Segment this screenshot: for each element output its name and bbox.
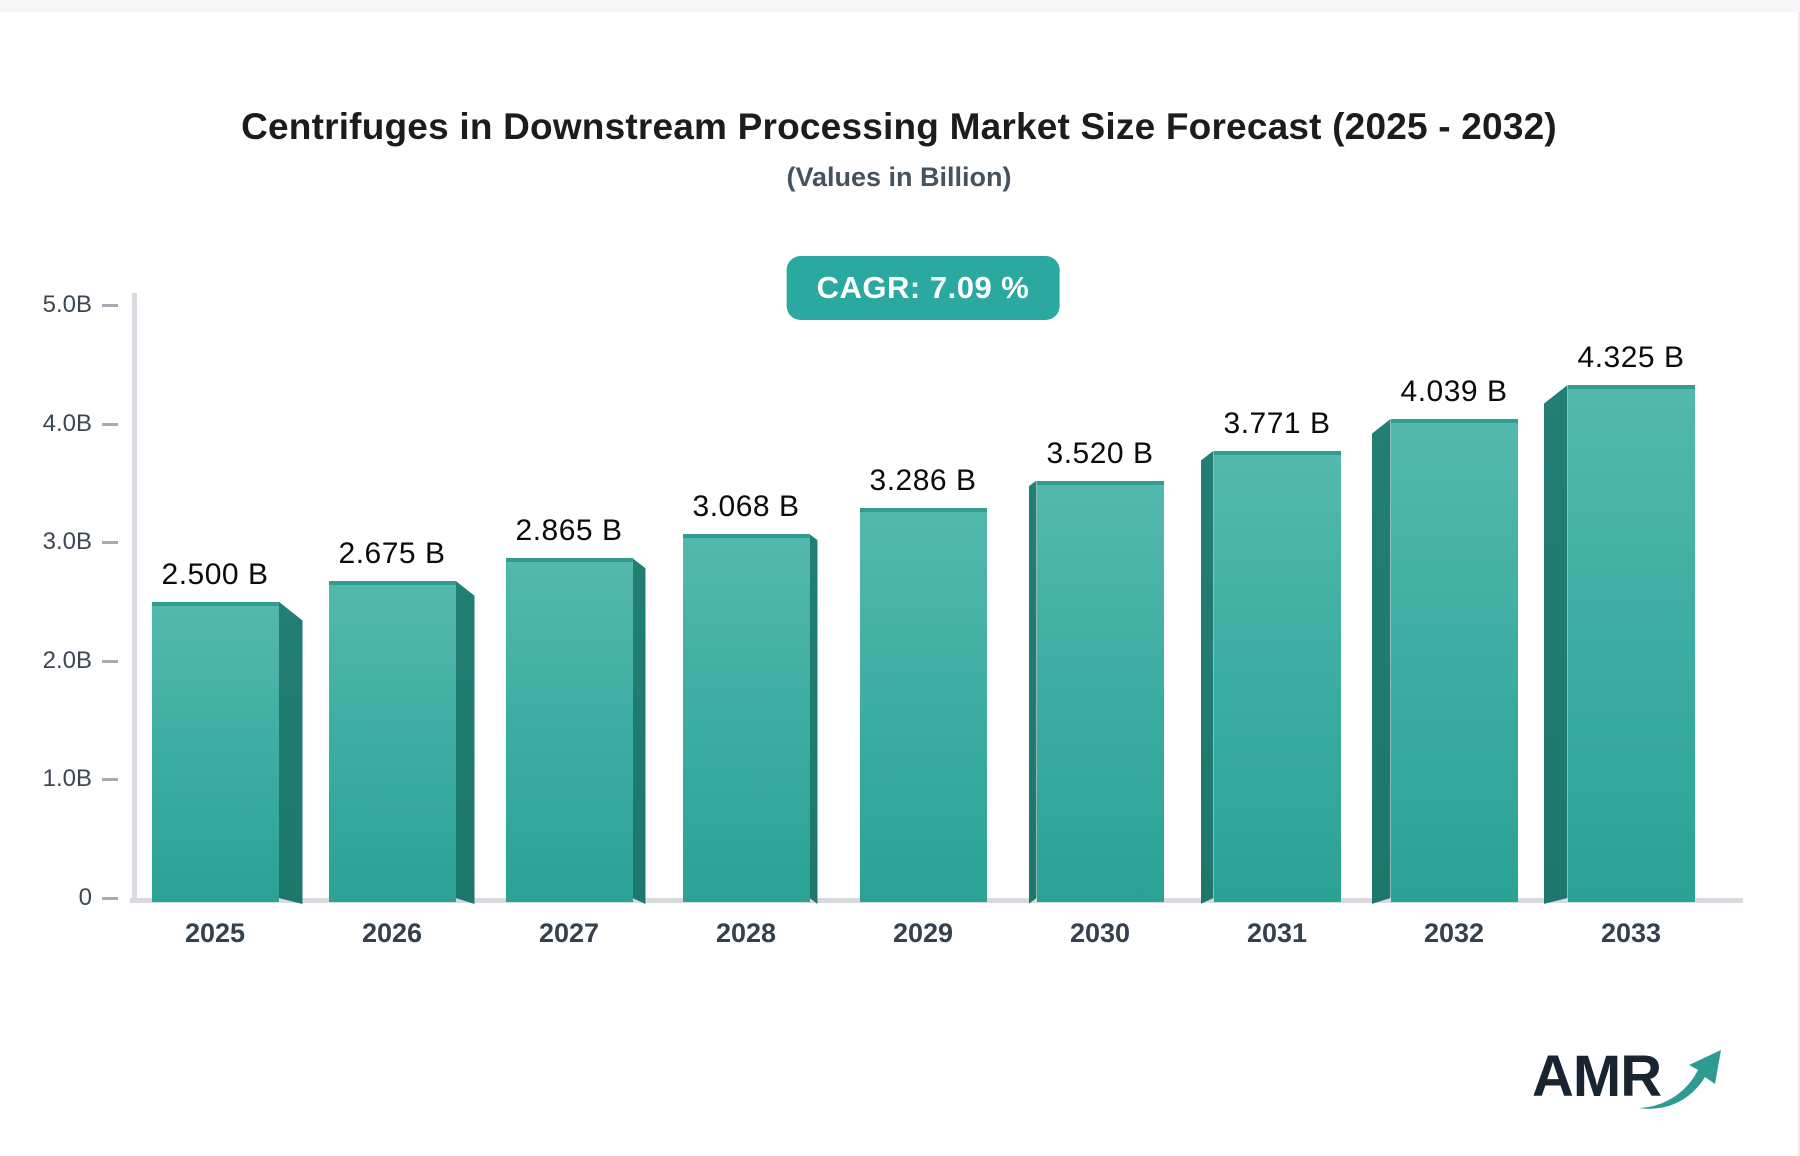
page-title: Centrifuges in Downstream Processing Mar…	[241, 106, 1557, 147]
bar-side-2028	[810, 534, 818, 904]
y-tick-dash	[102, 541, 118, 545]
amr-logo: AMR	[1532, 1048, 1732, 1128]
bar-value-label: 3.520 B	[1046, 436, 1154, 470]
bar-side-2032	[1372, 419, 1391, 904]
bar-side-2033	[1544, 385, 1568, 904]
y-tick-dash	[102, 897, 118, 900]
bar-value-label: 3.771 B	[1223, 406, 1331, 440]
bar-side-2030	[1029, 481, 1037, 904]
x-tick-label: 2033	[1600, 918, 1662, 948]
x-tick-label: 2027	[538, 918, 600, 948]
bar-2026	[328, 580, 456, 902]
bar-value-label: 2.675 B	[338, 536, 446, 570]
bar-value-label: 3.286 B	[869, 464, 977, 498]
bar-value-label: 3.068 B	[692, 490, 800, 524]
x-tick-label: 2028	[715, 918, 777, 948]
amr-logo-text: AMR	[1532, 1044, 1662, 1109]
bar-chart: 5.0B 4.0B 3.0B 2.0B 1.0B 0 2.500 B 2025 2.675 B 2…	[0, 12, 1800, 1156]
x-tick-label: 2032	[1423, 918, 1485, 948]
y-tick-dash	[102, 304, 118, 307]
bar-value-label: 4.325 B	[1577, 341, 1685, 375]
x-tick-label: 2029	[892, 918, 954, 948]
bar-2032	[1390, 418, 1518, 902]
x-tick-label: 2031	[1246, 918, 1308, 948]
bar-value-label: 2.500 B	[161, 557, 269, 591]
bar-side-2026	[456, 581, 475, 904]
x-tick-label: 2025	[184, 918, 246, 948]
cagr-badge: CAGR: 7.09 %	[786, 256, 1060, 320]
y-tick-dash	[102, 422, 118, 426]
bar-side-2031	[1201, 451, 1214, 904]
y-tick-label: 4.0B	[42, 409, 92, 437]
bar-side-2025	[279, 602, 303, 905]
y-tick-dash	[102, 659, 118, 663]
bar-2025	[151, 601, 279, 902]
y-axis-line	[132, 293, 137, 903]
y-tick-label: 3.0B	[42, 528, 92, 556]
bar-2027	[505, 558, 633, 902]
y-tick-label: 0	[78, 884, 92, 911]
x-tick-label: 2030	[1069, 918, 1131, 948]
x-tick-label: 2026	[361, 918, 423, 948]
y-tick-label: 1.0B	[42, 765, 92, 793]
trend-up-arrow-icon	[1639, 1050, 1721, 1109]
bar-2033	[1567, 385, 1695, 902]
page-subtitle: (Values in Billion)	[786, 162, 1012, 192]
bar-2029	[859, 508, 987, 902]
y-tick-label: 2.0B	[42, 646, 92, 674]
y-tick-label: 5.0B	[42, 291, 92, 318]
bar-2028	[682, 534, 810, 902]
bar-2031	[1213, 450, 1341, 902]
bar-side-2027	[633, 558, 646, 904]
bar-value-label: 4.039 B	[1400, 374, 1508, 408]
chart-card: Centrifuges in Downstream Processing Mar…	[0, 12, 1800, 1156]
bar-value-label: 2.865 B	[515, 514, 623, 548]
y-tick-dash	[102, 778, 118, 782]
bar-2030	[1036, 480, 1164, 902]
